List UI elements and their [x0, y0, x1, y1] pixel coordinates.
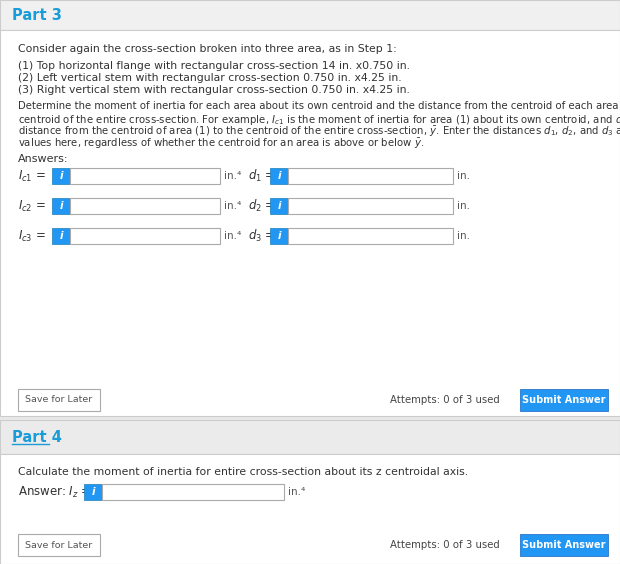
Bar	[18, 389, 100, 411]
Text: $I_{c3}$ =: $I_{c3}$ =	[18, 228, 46, 244]
Text: $d_3$ =: $d_3$ =	[248, 228, 275, 244]
Text: in.: in.	[457, 231, 470, 241]
Text: $d_1$ =: $d_1$ =	[248, 168, 275, 184]
Text: values here, regardless of whether the centroid for an area is above or below $\: values here, regardless of whether the c…	[18, 137, 424, 151]
Text: Consider again the cross-section broken into three area, as in Step 1:: Consider again the cross-section broken …	[18, 44, 397, 54]
Bar	[70, 198, 220, 214]
Text: Part 3: Part 3	[12, 7, 62, 23]
Bar	[288, 168, 453, 184]
Text: $I_{c2}$ =: $I_{c2}$ =	[18, 199, 46, 214]
Text: Submit Answer: Submit Answer	[522, 540, 606, 550]
Text: Attempts: 0 of 3 used: Attempts: 0 of 3 used	[390, 395, 500, 405]
Text: in.⁴: in.⁴	[224, 231, 241, 241]
Text: in.⁴: in.⁴	[224, 201, 241, 211]
Text: in.: in.	[457, 171, 470, 181]
Text: (3) Right vertical stem with rectangular cross-section 0.750 in. x4.25 in.: (3) Right vertical stem with rectangular…	[18, 85, 410, 95]
Text: Determine the moment of inertia for each area about its own centroid and the dis: Determine the moment of inertia for each…	[18, 101, 620, 111]
Bar	[70, 168, 220, 184]
Text: Calculate the moment of inertia for entire cross-section about its z centroidal : Calculate the moment of inertia for enti…	[18, 467, 468, 477]
Bar	[84, 484, 102, 500]
Text: Attempts: 0 of 3 used: Attempts: 0 of 3 used	[390, 540, 500, 550]
Bar	[288, 228, 453, 244]
Bar	[52, 168, 70, 184]
Bar	[0, 0, 620, 30]
Bar	[288, 198, 453, 214]
Text: i: i	[60, 231, 63, 241]
Text: centroid of the entire cross-section. For example, $I_{c1}$ is the moment of ine: centroid of the entire cross-section. Fo…	[18, 113, 620, 127]
Text: Answer: $I_z$ =: Answer: $I_z$ =	[18, 484, 92, 500]
Text: in.⁴: in.⁴	[288, 487, 305, 497]
Text: $I_{c1}$ =: $I_{c1}$ =	[18, 169, 46, 183]
Bar	[0, 420, 620, 454]
Bar	[52, 228, 70, 244]
Text: i: i	[277, 171, 281, 181]
Text: Submit Answer: Submit Answer	[522, 395, 606, 405]
Text: Part 4: Part 4	[12, 430, 62, 444]
Bar	[270, 198, 288, 214]
Bar	[70, 228, 220, 244]
Bar	[102, 484, 284, 500]
Text: i: i	[60, 171, 63, 181]
Text: i: i	[60, 201, 63, 211]
Text: in.⁴: in.⁴	[224, 171, 241, 181]
Bar	[52, 198, 70, 214]
Text: Answers:: Answers:	[18, 154, 68, 164]
Text: i: i	[277, 201, 281, 211]
Text: i: i	[91, 487, 95, 497]
Text: i: i	[277, 231, 281, 241]
Text: (1) Top horizontal flange with rectangular cross-section 14 in. x0.750 in.: (1) Top horizontal flange with rectangul…	[18, 61, 410, 71]
Bar	[18, 534, 100, 556]
Text: Save for Later: Save for Later	[25, 540, 92, 549]
Bar	[520, 534, 608, 556]
Text: distance from the centroid of area (1) to the centroid of the entire cross-secti: distance from the centroid of area (1) t…	[18, 125, 620, 139]
Text: in.: in.	[457, 201, 470, 211]
Bar	[0, 30, 620, 416]
Bar	[0, 454, 620, 564]
Bar	[270, 228, 288, 244]
Text: (2) Left vertical stem with rectangular cross-section 0.750 in. x4.25 in.: (2) Left vertical stem with rectangular …	[18, 73, 402, 83]
Bar	[270, 168, 288, 184]
Text: Save for Later: Save for Later	[25, 395, 92, 404]
Bar	[520, 389, 608, 411]
Text: $d_2$ =: $d_2$ =	[248, 198, 275, 214]
